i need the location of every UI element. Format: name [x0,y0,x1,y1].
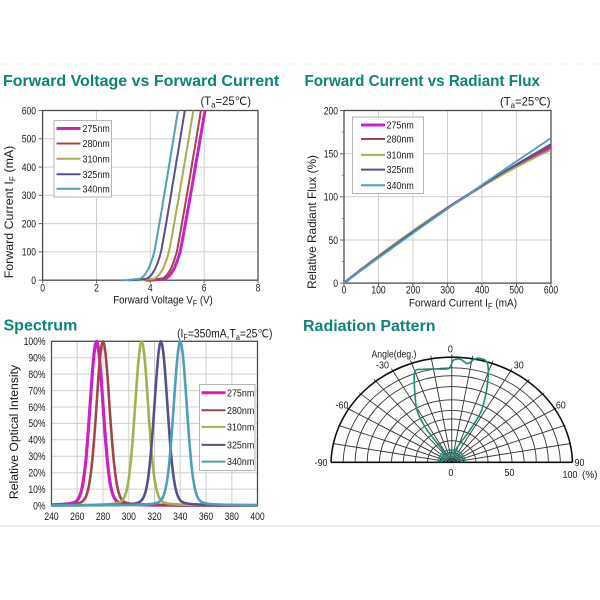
svg-text:360: 360 [199,511,214,523]
svg-text:Forward Current vs Radiant Flu: Forward Current vs Radiant Flux [305,73,541,90]
svg-text:340nm: 340nm [227,457,254,469]
svg-text:60%: 60% [28,402,45,414]
svg-text:275nm: 275nm [227,388,254,400]
svg-text:500: 500 [22,134,37,146]
svg-text:50: 50 [505,467,515,479]
svg-text:Spectrum: Spectrum [4,317,78,334]
svg-text:325nm: 325nm [387,165,414,177]
svg-text:340: 340 [173,511,188,523]
svg-text:Forward Current IF (mA): Forward Current IF (mA) [2,146,18,279]
svg-text:2: 2 [94,283,99,295]
svg-text:400: 400 [22,162,37,174]
svg-text:300: 300 [122,511,137,523]
svg-text:90: 90 [575,457,585,469]
svg-text:100: 100 [371,285,386,297]
svg-text:280nm: 280nm [227,405,254,417]
svg-text:320: 320 [147,511,162,523]
svg-text:380: 380 [225,511,240,523]
svg-text:90%: 90% [28,353,45,365]
svg-text:0: 0 [448,467,453,479]
svg-text:200: 200 [406,285,421,297]
svg-text:0%: 0% [33,500,46,512]
svg-text:600: 600 [22,105,37,117]
svg-text:260: 260 [70,511,85,523]
svg-text:310nm: 310nm [387,150,414,162]
svg-text:100: 100 [22,247,37,259]
svg-text:300: 300 [22,190,37,202]
svg-text:70%: 70% [28,385,45,397]
svg-text:0: 0 [40,283,45,295]
svg-text:300: 300 [440,285,455,297]
svg-text:4: 4 [148,283,153,295]
svg-text:280: 280 [96,511,111,523]
svg-text:-60: -60 [336,400,349,412]
svg-text:275nm: 275nm [83,123,110,135]
svg-text:80%: 80% [28,369,45,381]
svg-text:340nm: 340nm [387,180,414,192]
svg-text:275nm: 275nm [387,120,414,132]
svg-text:-30: -30 [376,360,389,372]
svg-text:30%: 30% [28,451,45,463]
svg-text:325nm: 325nm [227,440,254,452]
svg-text:Forward Voltage VF (V): Forward Voltage VF (V) [113,295,213,308]
svg-text:(Ta=25℃): (Ta=25℃) [500,96,551,110]
svg-text:310nm: 310nm [227,422,254,434]
svg-text:100: 100 [563,469,578,481]
svg-text:240: 240 [44,511,59,523]
svg-text:30: 30 [514,360,524,372]
svg-text:310nm: 310nm [83,154,110,166]
svg-text:(Ta=25℃): (Ta=25℃) [201,96,252,110]
svg-text:0: 0 [31,275,36,287]
svg-text:6: 6 [202,283,207,295]
svg-text:150: 150 [324,149,339,161]
svg-text:100%: 100% [24,336,46,348]
svg-text:20%: 20% [28,468,45,480]
svg-text:200: 200 [324,105,339,117]
svg-text:40%: 40% [28,435,45,447]
svg-text:325nm: 325nm [83,169,110,181]
svg-text:Forward Current IF (mA): Forward Current IF (mA) [409,297,517,311]
svg-text:Relative Optical Intensity: Relative Optical Intensity [7,364,21,499]
svg-text:400: 400 [475,285,490,297]
svg-text:280nm: 280nm [387,134,414,146]
svg-text:0: 0 [342,285,347,297]
svg-text:-90: -90 [315,457,328,469]
svg-text:8: 8 [256,283,261,295]
svg-text:(IF=350mA,Ta=25℃): (IF=350mA,Ta=25℃) [177,328,272,342]
svg-text:Angle(deg.): Angle(deg.) [372,349,417,360]
svg-text:Relative Radiant Flux (%): Relative Radiant Flux (%) [305,155,319,289]
svg-text:50%: 50% [28,418,45,430]
svg-text:280nm: 280nm [83,138,110,150]
svg-text:50: 50 [328,235,338,247]
svg-text:60: 60 [556,400,566,412]
svg-text:200: 200 [22,219,37,231]
svg-text:400: 400 [250,511,265,523]
svg-text:340nm: 340nm [83,184,110,196]
svg-text:10%: 10% [28,484,45,496]
svg-text:500: 500 [509,285,524,297]
svg-text:100: 100 [324,192,339,204]
svg-text:600: 600 [544,285,559,297]
svg-text:Forward Voltage vs Forward Cur: Forward Voltage vs Forward Current [3,73,280,90]
svg-text:Radiation Pattern: Radiation Pattern [303,318,435,335]
svg-text:0: 0 [333,278,338,290]
svg-text:(%): (%) [582,470,598,481]
svg-text:0: 0 [448,344,453,356]
